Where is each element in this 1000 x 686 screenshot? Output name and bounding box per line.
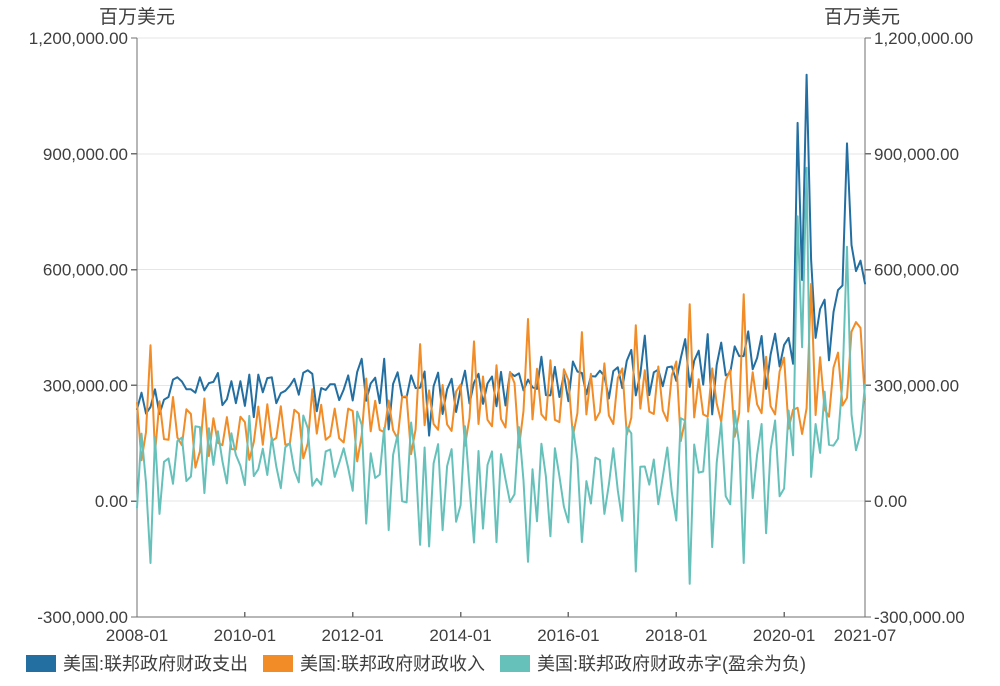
legend-label-revenue: 美国:联邦政府财政收入 [300,654,485,674]
y-tick-label-right: 0.00 [874,492,907,511]
x-tick-label: 2021-07 [834,626,896,645]
y-tick-label-right: 600,000.00 [874,261,959,280]
legend-swatch-revenue [263,654,293,672]
x-tick-label: 2012-01 [322,626,384,645]
legend-item-deficit[interactable]: 美国:联邦政府财政赤字(盈余为负) [500,650,806,676]
y-tick-label-left: 0.00 [95,492,128,511]
legend-item-revenue[interactable]: 美国:联邦政府财政收入 [263,650,485,676]
y-tick-label-left: 1,200,000.00 [29,29,128,48]
y-tick-label-left: 600,000.00 [43,261,128,280]
x-tick-label: 2008-01 [106,626,168,645]
series-line-expenditure [136,73,866,437]
y-tick-label-right: 1,200,000.00 [874,29,973,48]
series-line-deficit [136,166,866,585]
y-axis-unit-label-right: 百万美元 [823,7,901,28]
x-tick-label: 2014-01 [429,626,491,645]
y-tick-label-right: 900,000.00 [874,145,959,164]
y-tick-label-left: -300,000.00 [37,608,128,627]
y-tick-label-right: -300,000.00 [874,608,965,627]
x-tick-label: 2018-01 [645,626,707,645]
x-tick-label: 2020-01 [753,626,815,645]
legend-swatch-deficit [500,654,530,672]
y-axis-unit-label-left: 百万美元 [98,7,176,28]
legend-item-expenditure[interactable]: 美国:联邦政府财政支出 [26,650,248,676]
x-tick-label: 2010-01 [214,626,276,645]
series-line-revenue [136,282,866,469]
legend: 美国:联邦政府财政支出 美国:联邦政府财政收入 美国:联邦政府财政赤字(盈余为负… [26,650,806,676]
x-tick-label: 2016-01 [537,626,599,645]
y-tick-label-left: 900,000.00 [43,145,128,164]
legend-label-deficit: 美国:联邦政府财政赤字(盈余为负) [537,654,806,674]
y-tick-label-left: 300,000.00 [43,376,128,395]
legend-swatch-expenditure [26,654,56,672]
y-tick-label-right: 300,000.00 [874,376,959,395]
legend-label-expenditure: 美国:联邦政府财政支出 [63,654,248,674]
